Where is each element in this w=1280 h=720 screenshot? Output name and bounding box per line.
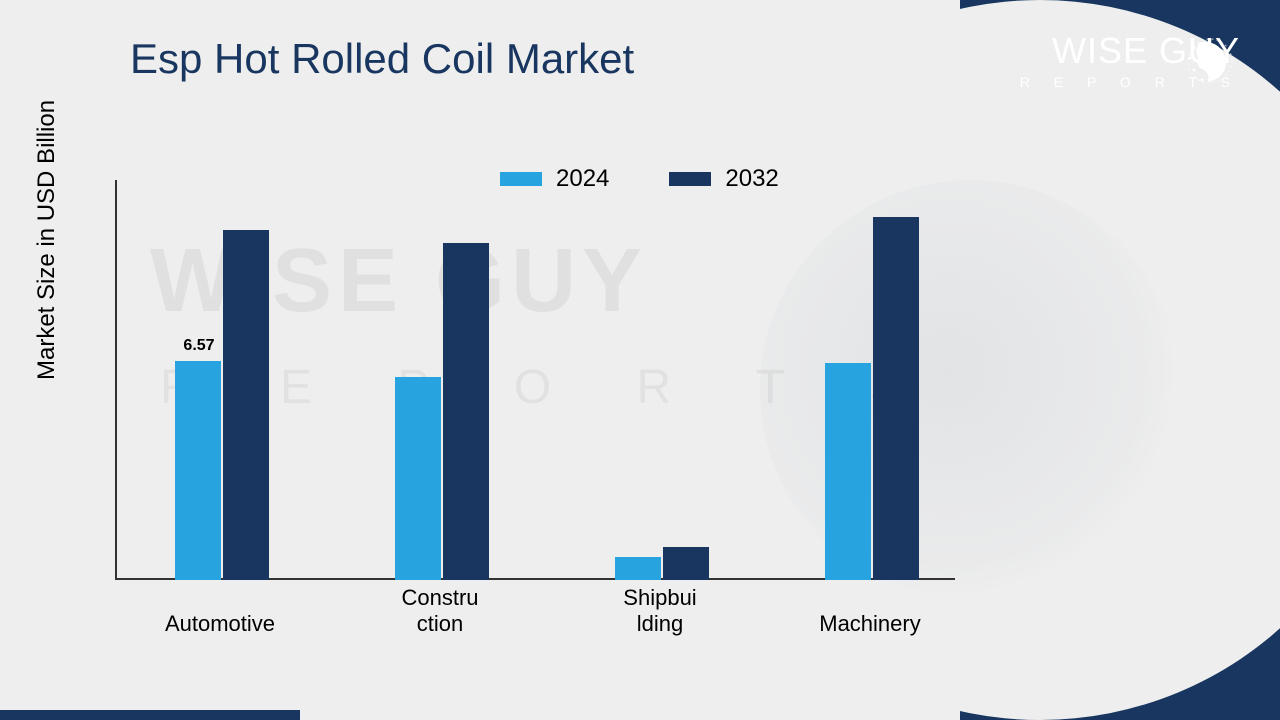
brand-logo: WISE GUY R E P O R T S: [1020, 30, 1240, 90]
category-label: Machinery: [790, 611, 950, 636]
bottom-accent-strip: [0, 710, 300, 720]
y-axis-label: Market Size in USD Billion: [33, 100, 61, 380]
bar-2032: [223, 230, 269, 580]
category-label: Shipbuilding: [580, 585, 740, 636]
category-label: Construction: [360, 585, 520, 636]
chart-title: Esp Hot Rolled Coil Market: [130, 35, 634, 83]
bar-2024: [615, 557, 661, 580]
bar-2032: [443, 243, 489, 580]
bar-2024: [395, 377, 441, 580]
plot-area: 6.57AutomotiveConstructionShipbuildingMa…: [115, 180, 955, 580]
chart-area: Market Size in USD Billion 6.57Automotiv…: [55, 180, 955, 610]
bar-2024: [825, 363, 871, 580]
bar-2032: [873, 217, 919, 580]
bar-2032: [663, 547, 709, 580]
bar-2024: [175, 361, 221, 580]
brand-head-icon: [1180, 34, 1234, 88]
category-label: Automotive: [140, 611, 300, 636]
y-axis-line: [115, 180, 117, 580]
